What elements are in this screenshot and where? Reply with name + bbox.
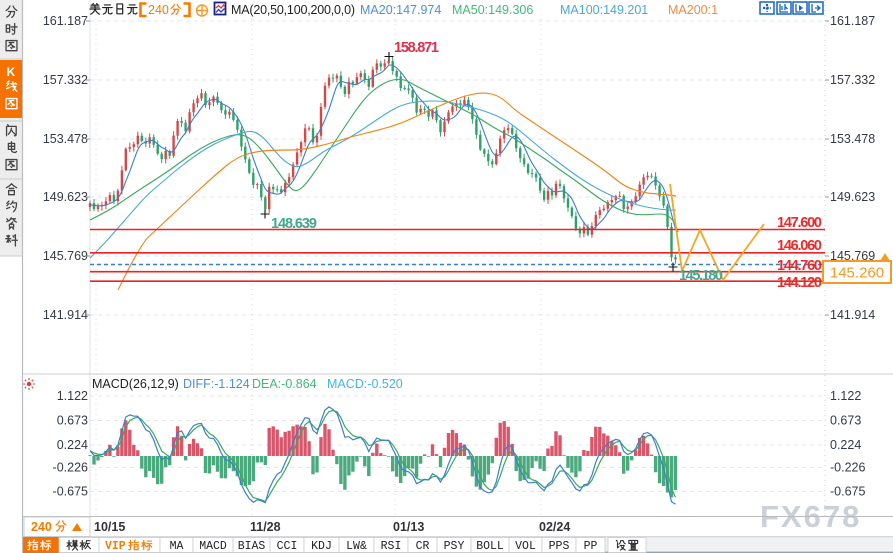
svg-text:0.673: 0.673 (830, 414, 861, 428)
svg-text:10/15: 10/15 (94, 520, 125, 534)
svg-text:KDJ: KDJ (311, 540, 332, 553)
svg-text:149.623: 149.623 (830, 190, 875, 204)
svg-text:0.224: 0.224 (57, 438, 88, 452)
svg-text:LW&: LW& (346, 540, 367, 553)
svg-text:161.187: 161.187 (43, 14, 88, 28)
svg-text:-0.675: -0.675 (830, 485, 865, 499)
svg-text:02/24: 02/24 (539, 520, 570, 534)
svg-text:MA50:149.306: MA50:149.306 (452, 3, 533, 17)
svg-text:PPS: PPS (549, 540, 570, 553)
svg-text:148.639: 148.639 (271, 216, 317, 232)
svg-text:157.332: 157.332 (43, 73, 88, 87)
svg-text:141.914: 141.914 (830, 308, 875, 322)
svg-text:147.600: 147.600 (777, 215, 822, 231)
svg-text:K: K (7, 65, 16, 79)
svg-text:DEA:-0.864: DEA:-0.864 (252, 377, 317, 391)
svg-text:157.332: 157.332 (830, 73, 875, 87)
svg-text:MACD: MACD (199, 540, 227, 553)
svg-text:-0.226: -0.226 (53, 461, 88, 475)
svg-text:145.769: 145.769 (830, 249, 875, 263)
svg-text:146.060: 146.060 (777, 238, 822, 254)
svg-text:145.260: 145.260 (830, 265, 884, 282)
svg-text:CCI: CCI (277, 540, 298, 553)
svg-text:240: 240 (148, 3, 169, 17)
svg-text:141.914: 141.914 (43, 308, 88, 322)
svg-text:1.122: 1.122 (830, 389, 861, 403)
svg-text:CR: CR (416, 540, 430, 553)
svg-text:144.120: 144.120 (777, 275, 822, 291)
svg-text:-0.226: -0.226 (830, 461, 865, 475)
svg-text:PSY: PSY (444, 540, 465, 553)
svg-text:144.760: 144.760 (777, 258, 822, 274)
svg-text:145.180: 145.180 (679, 268, 723, 284)
svg-text:11/28: 11/28 (250, 520, 281, 534)
svg-text:MA20:147.974: MA20:147.974 (360, 3, 441, 17)
svg-text:BOLL: BOLL (476, 540, 504, 553)
svg-text:0.673: 0.673 (57, 414, 88, 428)
svg-text:BIAS: BIAS (238, 540, 266, 553)
svg-text:158.871: 158.871 (394, 40, 439, 56)
svg-text:VIP: VIP (105, 540, 126, 553)
svg-text:153.478: 153.478 (43, 132, 88, 146)
svg-text:VOL: VOL (515, 540, 536, 553)
svg-text:1.122: 1.122 (57, 389, 88, 403)
svg-text:0.224: 0.224 (830, 438, 861, 452)
svg-text:-0.675: -0.675 (53, 485, 88, 499)
svg-text:145.769: 145.769 (43, 249, 88, 263)
svg-text:MACD:-0.520: MACD:-0.520 (327, 377, 403, 391)
svg-text:01/13: 01/13 (393, 520, 424, 534)
svg-text:PP: PP (584, 540, 598, 553)
svg-text:MACD(26,12,9): MACD(26,12,9) (92, 377, 179, 391)
svg-text:MA(20,50,100,200,0,0): MA(20,50,100,200,0,0) (231, 3, 355, 17)
svg-text:161.187: 161.187 (830, 14, 875, 28)
svg-text:149.623: 149.623 (43, 190, 88, 204)
svg-text:RSI: RSI (381, 540, 402, 553)
svg-text:MA100:149.201: MA100:149.201 (560, 3, 648, 17)
svg-text:240: 240 (31, 520, 52, 534)
svg-text:MA200:1: MA200:1 (668, 3, 718, 17)
svg-text:MA: MA (170, 540, 184, 553)
svg-text:153.478: 153.478 (830, 132, 875, 146)
svg-text:DIFF:-1.124: DIFF:-1.124 (183, 377, 250, 391)
